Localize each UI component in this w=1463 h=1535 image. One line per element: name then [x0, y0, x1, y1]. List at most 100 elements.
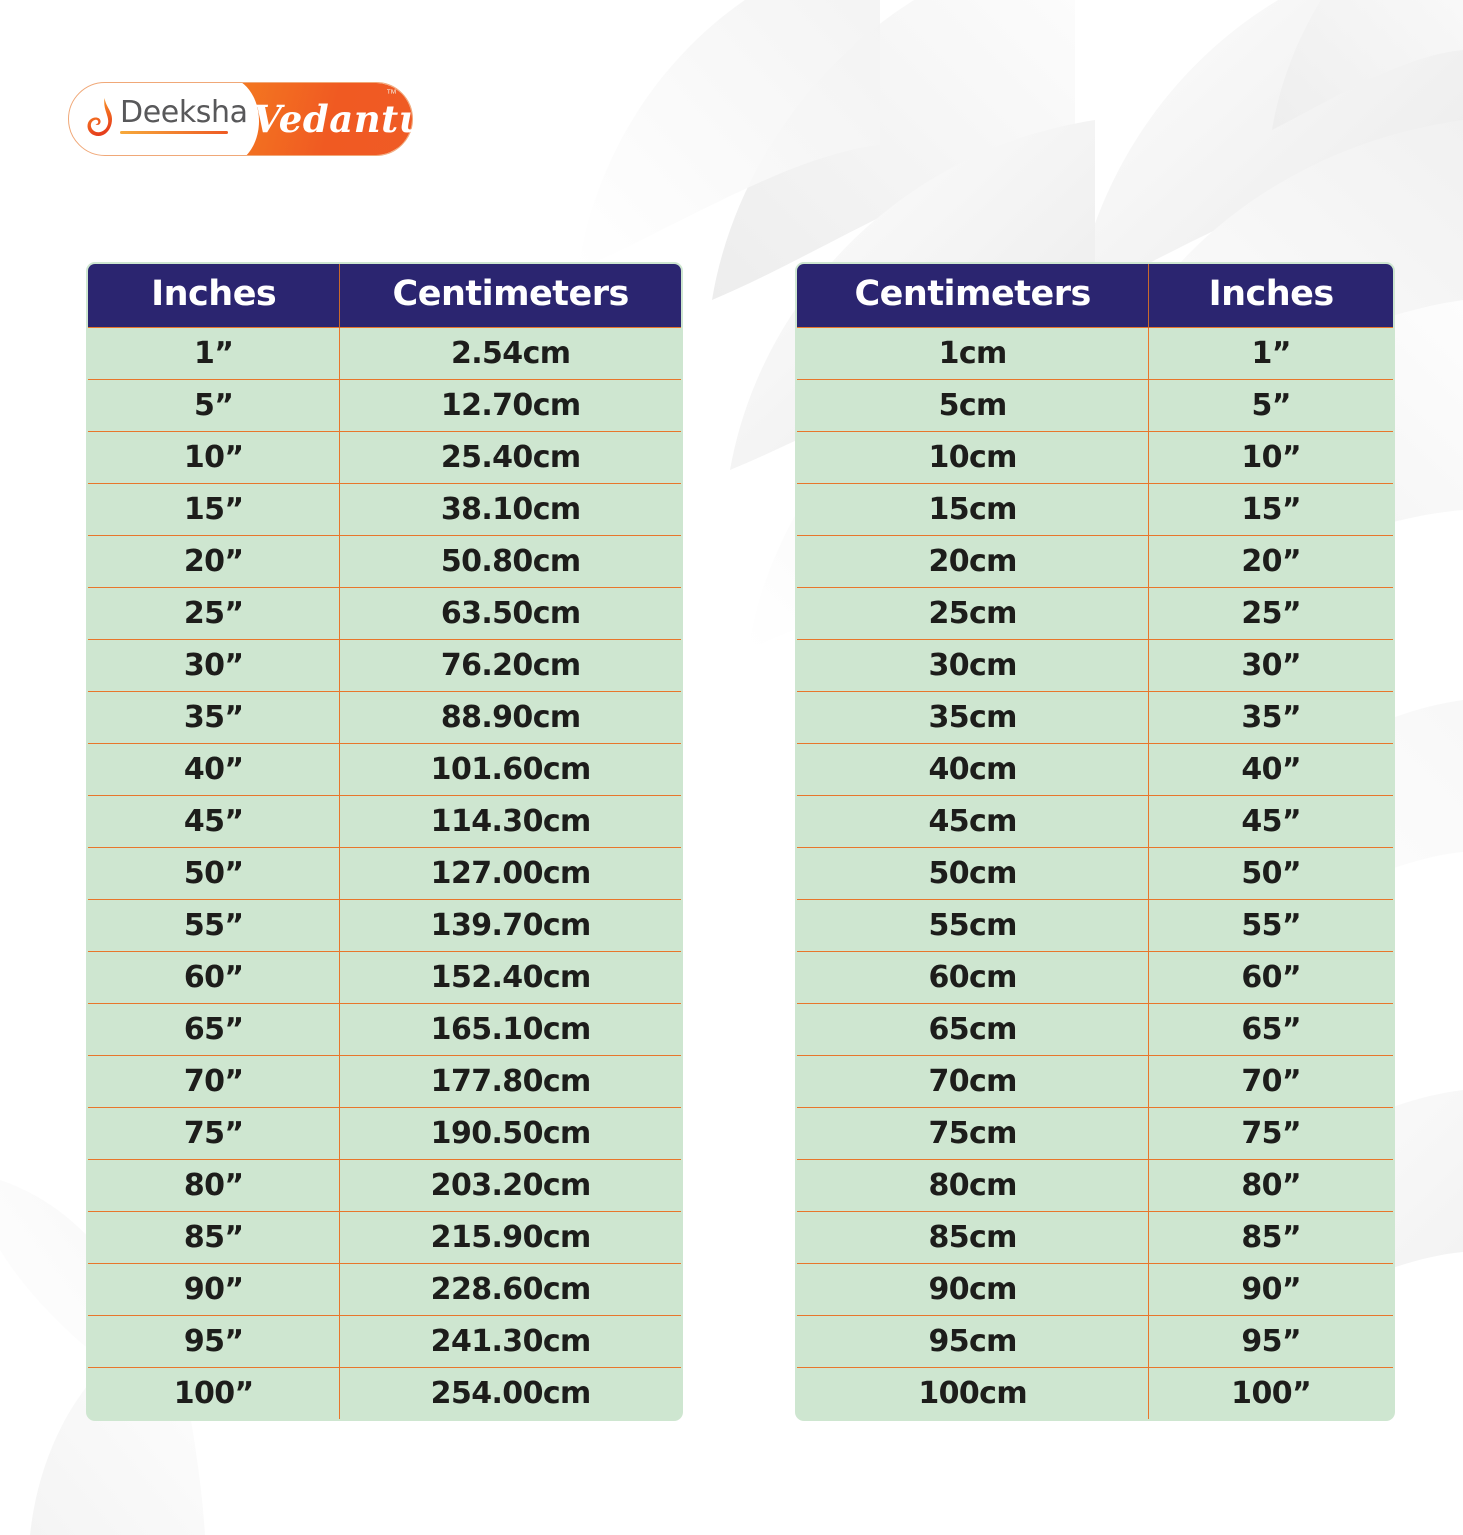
table-cell: 95cm [797, 1315, 1150, 1368]
table-row: 25” 63.50cm [88, 587, 681, 640]
table-cell: 100cm [797, 1367, 1150, 1419]
table-row: 100” 254.00cm [88, 1367, 681, 1419]
table-cell: 1” [1148, 327, 1393, 380]
table-cell: 100” [88, 1367, 341, 1419]
table-cell: 228.60cm [339, 1263, 681, 1316]
deeksha-wordmark: Deeksha [120, 96, 248, 134]
table-row: 1cm 1” [797, 327, 1393, 380]
table-cell: 90” [88, 1263, 341, 1316]
table-cell: 35” [88, 691, 341, 744]
table-cell: 88.90cm [339, 691, 681, 744]
table-cell: 60cm [797, 951, 1150, 1004]
table-cell: 90” [1148, 1263, 1393, 1316]
table-row: 95” 241.30cm [88, 1315, 681, 1368]
trademark-symbol: ™ [386, 88, 397, 100]
table-row: 90cm 90” [797, 1263, 1393, 1316]
table-cell: 50” [1148, 847, 1393, 900]
table-cell: 35cm [797, 691, 1150, 744]
table-cell: 2.54cm [339, 327, 681, 380]
column-header-centimeters: Centimeters [797, 263, 1150, 328]
table-row: 30” 76.20cm [88, 639, 681, 692]
table-row: 70” 177.80cm [88, 1055, 681, 1108]
column-header-centimeters: Centimeters [339, 263, 681, 328]
table-cell: 5” [1148, 379, 1393, 432]
flame-icon [87, 98, 112, 136]
table-row: 40” 101.60cm [88, 743, 681, 796]
table-row: 15cm 15” [797, 483, 1393, 536]
table-cell: 40” [1148, 743, 1393, 796]
table-cell: 65cm [797, 1003, 1150, 1056]
table-cell: 139.70cm [339, 899, 681, 952]
table-cell: 65” [1148, 1003, 1393, 1056]
table-cell: 75” [88, 1107, 341, 1160]
table-cell: 80cm [797, 1159, 1150, 1212]
table-row: 5” 12.70cm [88, 379, 681, 432]
table-cell: 100” [1148, 1367, 1393, 1419]
table-cell: 60” [88, 951, 341, 1004]
table-cell: 203.20cm [339, 1159, 681, 1212]
table-row: 60cm 60” [797, 951, 1393, 1004]
table-row: 20cm 20” [797, 535, 1393, 588]
table-row: 5cm 5” [797, 379, 1393, 432]
table-cell: 10” [88, 431, 341, 484]
table-cell: 30cm [797, 639, 1150, 692]
inches-to-centimeters-table: Inches Centimeters 1” 2.54cm 5” 12.70cm 10” 2… [86, 262, 683, 1421]
table-cell: 101.60cm [339, 743, 681, 796]
brand-logo[interactable]: Deeksha Vedantu ™ [68, 82, 426, 156]
table-header-row: Centimeters Inches [797, 263, 1393, 328]
table-cell: 45” [88, 795, 341, 848]
table-header-row: Inches Centimeters [88, 263, 681, 328]
table-row: 35cm 35” [797, 691, 1393, 744]
table-cell: 60” [1148, 951, 1393, 1004]
table-row: 15” 38.10cm [88, 483, 681, 536]
table-cell: 114.30cm [339, 795, 681, 848]
table-row: 40cm 40” [797, 743, 1393, 796]
table-cell: 20” [88, 535, 341, 588]
table-slot-centimeters-to-inches: Centimeters Inches 1cm 1” 5cm 5” 10cm 10” 15cm… [795, 262, 1395, 1421]
table-cell: 12.70cm [339, 379, 681, 432]
table-cell: 55” [88, 899, 341, 952]
table-cell: 241.30cm [339, 1315, 681, 1368]
conversion-tables-container: Inches Centimeters 1” 2.54cm 5” 12.70cm 10” 2… [0, 262, 1463, 1421]
table-cell: 76.20cm [339, 639, 681, 692]
table-cell: 95” [1148, 1315, 1393, 1368]
table-row: 80” 203.20cm [88, 1159, 681, 1212]
table-row: 10” 25.40cm [88, 431, 681, 484]
table-cell: 10” [1148, 431, 1393, 484]
table-cell: 45cm [797, 795, 1150, 848]
table-cell: 190.50cm [339, 1107, 681, 1160]
table-cell: 20cm [797, 535, 1150, 588]
table-row: 85” 215.90cm [88, 1211, 681, 1264]
table-row: 55” 139.70cm [88, 899, 681, 952]
table-cell: 25.40cm [339, 431, 681, 484]
table-cell: 10cm [797, 431, 1150, 484]
table-row: 50cm 50” [797, 847, 1393, 900]
table-cell: 75cm [797, 1107, 1150, 1160]
table-cell: 15” [88, 483, 341, 536]
table-row: 85cm 85” [797, 1211, 1393, 1264]
table-cell: 85” [1148, 1211, 1393, 1264]
table-row: 20” 50.80cm [88, 535, 681, 588]
table-cell: 50” [88, 847, 341, 900]
table-row: 30cm 30” [797, 639, 1393, 692]
table-row: 60” 152.40cm [88, 951, 681, 1004]
table-cell: 90cm [797, 1263, 1150, 1316]
table-row: 50” 127.00cm [88, 847, 681, 900]
table-cell: 75” [1148, 1107, 1393, 1160]
table-cell: 5” [88, 379, 341, 432]
table-cell: 95” [88, 1315, 341, 1368]
table-cell: 80” [88, 1159, 341, 1212]
table-row: 25cm 25” [797, 587, 1393, 640]
table-cell: 127.00cm [339, 847, 681, 900]
column-header-inches: Inches [88, 263, 341, 328]
deeksha-underline [120, 131, 228, 134]
table-row: 100cm 100” [797, 1367, 1393, 1419]
table-body: 1” 2.54cm 5” 12.70cm 10” 25.40cm 15” 38.10cm 20”… [88, 327, 681, 1419]
table-cell: 55cm [797, 899, 1150, 952]
table-row: 10cm 10” [797, 431, 1393, 484]
table-cell: 45” [1148, 795, 1393, 848]
table-cell: 152.40cm [339, 951, 681, 1004]
table-cell: 25” [1148, 587, 1393, 640]
table-cell: 35” [1148, 691, 1393, 744]
table-cell: 63.50cm [339, 587, 681, 640]
